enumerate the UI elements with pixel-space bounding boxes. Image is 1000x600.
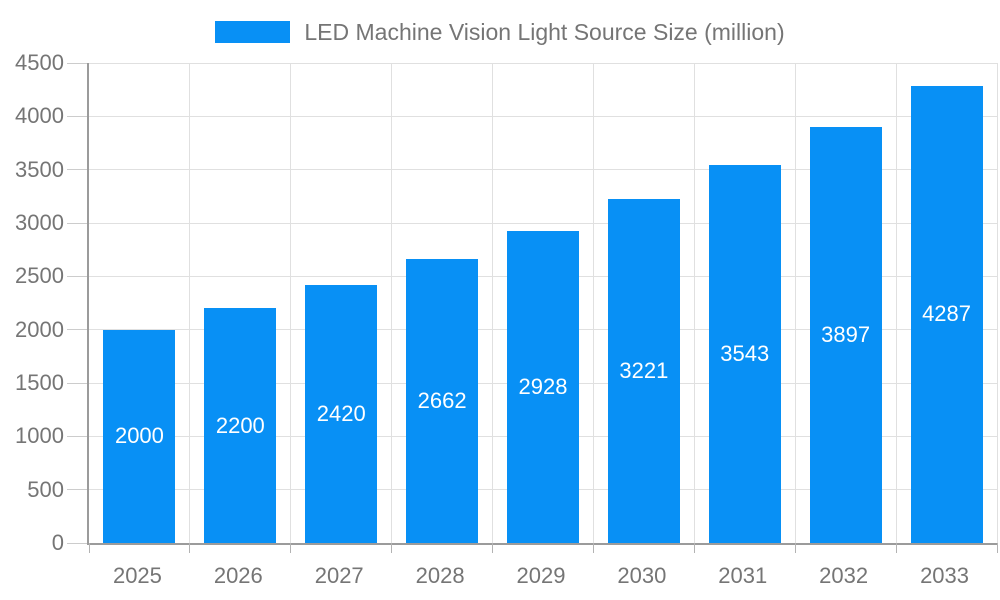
bar-2031[interactable]: 3543 [708,165,781,543]
bar-value-label: 4287 [922,301,972,327]
y-axis-label: 3500 [15,156,64,182]
y-axis-label: 0 [51,530,64,555]
bar-value-label: 2200 [215,412,265,438]
gridline-vertical [895,63,897,543]
x-axis-label: 2028 [415,563,465,588]
x-axis-tick [492,543,494,553]
legend-label: LED Machine Vision Light Source Size (mi… [304,18,785,45]
bar-2026[interactable]: 2200 [204,308,277,543]
gridline-vertical [290,63,292,543]
bar-2028[interactable]: 2662 [406,259,479,543]
x-axis-label: 2029 [516,563,566,588]
gridline-vertical [794,63,796,543]
y-axis-label: 4500 [15,50,64,75]
plot-area: 2000 2200 2420 2662 2928 3221 3543 3897 4287 [67,62,998,553]
bar-2032[interactable]: 3897 [809,127,882,543]
x-axis-label: 2032 [819,563,869,588]
x-axis-label: 2027 [314,563,364,588]
gridline-horizontal [89,222,997,224]
y-axis-label: 500 [27,476,64,502]
y-axis-tick [67,275,87,277]
gridline-horizontal [89,115,997,117]
legend-swatch [215,21,291,43]
x-axis-tick [794,543,796,553]
gridline-horizontal [89,62,997,64]
x-axis-label: 2030 [617,563,667,588]
y-axis-tick [67,329,87,331]
x-axis-tick [290,543,292,553]
y-axis-tick [67,542,87,544]
x-axis-label: 2025 [112,563,162,588]
gridline-vertical [693,63,695,543]
y-axis-label: 2500 [15,263,64,289]
bar-value-label: 2662 [417,388,467,414]
x-axis-tick [189,543,191,553]
y-axis-tick [67,489,87,491]
bar-value-label: 2420 [316,400,366,426]
bar-value-label: 3897 [821,322,871,348]
bar-2030[interactable]: 3221 [607,199,680,543]
y-axis-label: 4000 [15,103,64,129]
bar-2029[interactable]: 2928 [507,230,579,543]
x-axis-label: 2026 [213,563,263,588]
legend[interactable]: LED Machine Vision Light Source Size (mi… [0,19,1000,45]
x-axis-tick [996,543,998,553]
gridline-vertical [492,63,494,543]
y-axis-tick [67,115,87,117]
bar-2033[interactable]: 4287 [910,85,983,543]
bar-value-label: 2928 [518,373,568,399]
y-axis-label: 2000 [15,316,64,342]
y-axis-tick [67,382,87,384]
y-axis-tick [67,222,87,224]
y-axis-label: 1500 [15,370,64,395]
y-axis-label: 1000 [15,423,64,449]
gridline-vertical [592,63,594,543]
x-axis-tick [88,543,90,553]
y-axis-tick [67,169,87,171]
bar-2025[interactable]: 2000 [103,329,176,543]
bar-value-label: 2000 [114,423,164,449]
x-axis-tick [592,543,594,553]
x-axis-label: 2031 [718,563,768,588]
gridline-vertical [391,63,393,543]
y-axis-tick [67,62,87,64]
gridline-vertical [996,63,998,543]
x-axis-tick [391,543,393,553]
x-axis-label: 2033 [920,563,970,588]
x-axis-tick [895,543,897,553]
y-axis-label: 3000 [15,210,64,235]
bar-value-label: 3543 [720,341,770,367]
gridline-vertical [189,63,191,543]
y-axis-tick [67,435,87,437]
bar-2027[interactable]: 2420 [305,284,378,543]
x-axis-tick [693,543,695,553]
gridline-horizontal [89,169,997,171]
bar-value-label: 3221 [619,358,669,384]
